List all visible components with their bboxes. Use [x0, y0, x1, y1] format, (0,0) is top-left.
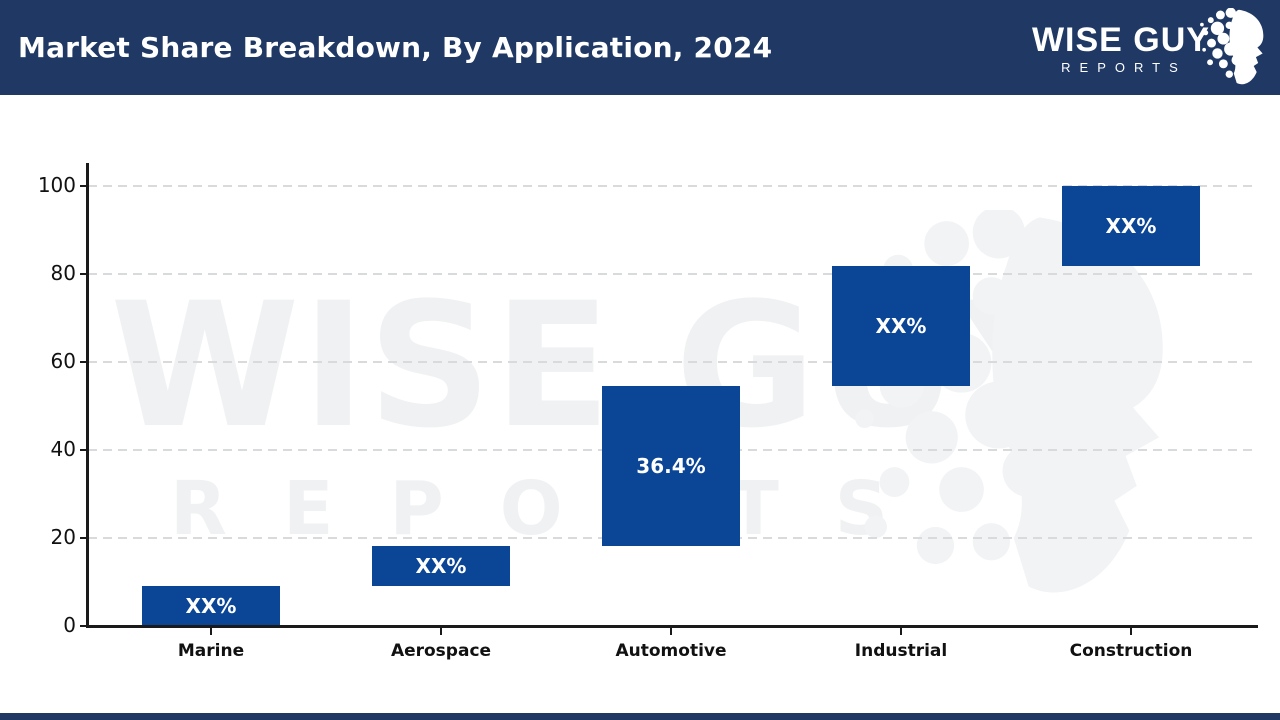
x-axis-spine	[86, 625, 1258, 628]
bar-label-automotive: 36.4%	[636, 453, 706, 478]
bar-label-marine: XX%	[185, 593, 237, 618]
x-tick-marine	[210, 627, 212, 635]
x-tick-label-automotive: Automotive	[615, 641, 727, 661]
logo-text: WISE GUY REPORTS	[1031, 20, 1210, 76]
x-tick-label-aerospace: Aerospace	[390, 641, 492, 661]
logo-wordmark: WISE GUY	[1031, 20, 1210, 59]
x-tick-label-construction: Construction	[1069, 641, 1193, 661]
y-tick-label-0: 0	[63, 613, 76, 637]
bar-aerospace: XX%	[372, 545, 510, 586]
y-tick-label-20: 20	[50, 525, 76, 549]
gridline-100	[88, 185, 1258, 187]
gridline-60	[88, 361, 1258, 363]
y-tick-label-40: 40	[50, 437, 76, 461]
x-tick-industrial	[900, 627, 902, 635]
y-tick-40	[80, 449, 88, 451]
y-tick-0	[80, 625, 88, 627]
page-title: Market Share Breakdown, By Application, …	[18, 31, 773, 64]
bar-industrial: XX%	[832, 265, 970, 386]
x-tick-label-industrial: Industrial	[854, 641, 948, 661]
x-tick-automotive	[670, 627, 672, 635]
x-tick-label-marine: Marine	[177, 641, 245, 661]
y-axis-spine	[86, 163, 89, 628]
bar-label-aerospace: XX%	[415, 553, 467, 578]
chart-area: WISE GUY REPORTS 0 20 40 60 80 100 XX% XX% 36.4%…	[0, 95, 1280, 713]
y-tick-label-100: 100	[37, 173, 76, 197]
dotted-head-icon	[1200, 8, 1264, 85]
bar-label-construction: XX%	[1105, 213, 1157, 238]
y-tick-60	[80, 361, 88, 363]
x-tick-aerospace	[440, 627, 442, 635]
y-tick-100	[80, 185, 88, 187]
y-tick-80	[80, 273, 88, 275]
y-tick-20	[80, 537, 88, 539]
x-tick-construction	[1130, 627, 1132, 635]
y-tick-label-80: 80	[50, 261, 76, 285]
logo-subtitle: REPORTS	[1061, 60, 1187, 76]
bar-marine: XX%	[142, 585, 280, 626]
header-banner: Market Share Breakdown, By Application, …	[0, 0, 1280, 95]
bar-construction: XX%	[1062, 186, 1200, 266]
bar-automotive: 36.4%	[602, 385, 740, 546]
wise-guy-logo: WISE GUY REPORTS	[1032, 6, 1270, 92]
bar-label-industrial: XX%	[875, 313, 927, 338]
gridline-80	[88, 273, 1258, 275]
footer-bar	[0, 713, 1280, 720]
y-tick-label-60: 60	[50, 349, 76, 373]
